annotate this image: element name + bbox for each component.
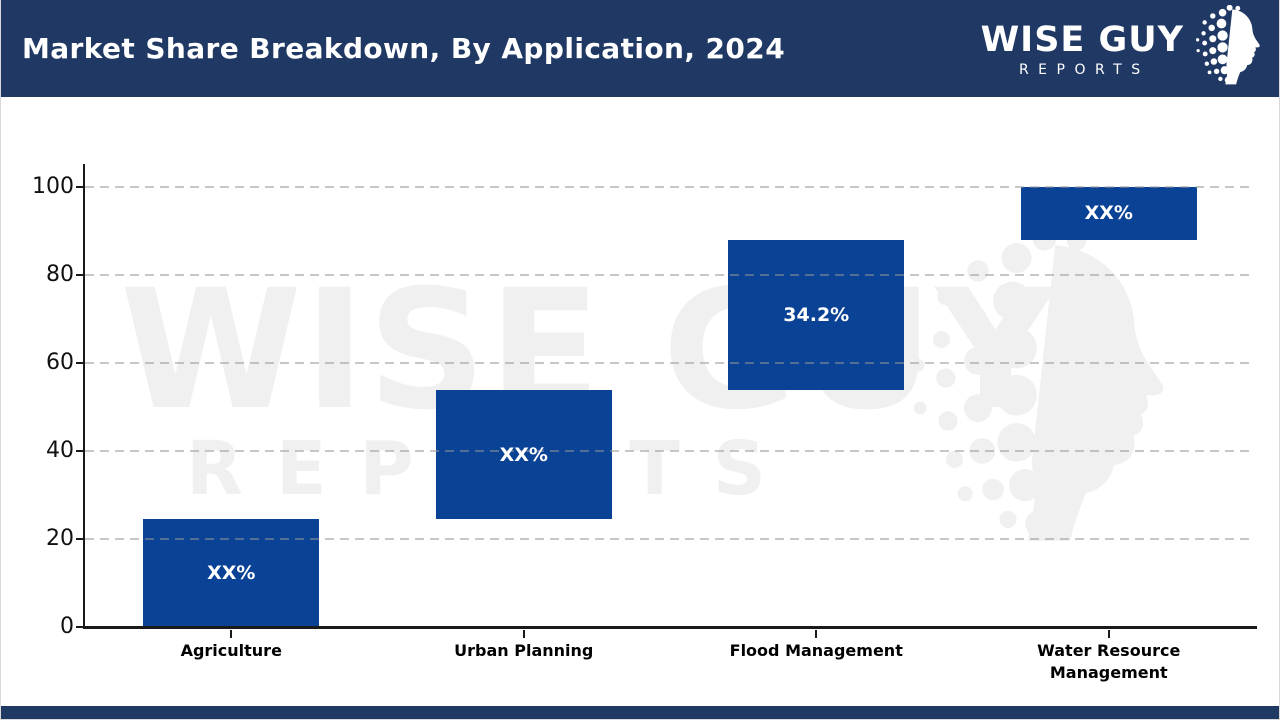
head-dots-icon (1195, 5, 1260, 85)
y-tick-label: 100 (32, 174, 74, 199)
bar-value-label: XX% (1084, 202, 1133, 225)
x-axis-line (83, 626, 1257, 629)
x-tick-mark (1107, 630, 1110, 638)
bar (728, 239, 905, 391)
footer-bar (0, 706, 1280, 720)
bar (143, 519, 320, 627)
y-tick-mark (76, 538, 85, 540)
y-tick-label: 40 (46, 438, 74, 463)
brand-subtitle: REPORTS (1018, 62, 1150, 78)
y-tick-mark (76, 450, 85, 452)
gridline (85, 538, 1255, 540)
chart-title: Market Share Breakdown, By Application, … (22, 32, 786, 65)
x-tick-mark (815, 630, 818, 638)
gridline (85, 274, 1255, 276)
bar-value-label: XX% (207, 562, 256, 585)
bar-value-label: 34.2% (783, 304, 850, 327)
header-bar: Market Share Breakdown, By Application, … (0, 0, 1280, 97)
x-tick-label: Water Resource Management (1037, 641, 1181, 682)
y-tick-label: 20 (46, 526, 74, 551)
y-axis-line (83, 164, 85, 629)
x-tick-mark (230, 630, 233, 638)
y-tick-mark (76, 274, 85, 276)
bar (1020, 187, 1197, 240)
y-tick-label: 60 (46, 350, 74, 375)
gridline (85, 186, 1255, 188)
x-tick-label: Agriculture (180, 641, 282, 660)
gridline (85, 450, 1255, 452)
y-tick-mark (76, 186, 85, 188)
y-tick-mark (76, 626, 85, 628)
gridline (85, 362, 1255, 364)
bar (435, 390, 612, 520)
y-tick-label: 80 (46, 262, 74, 287)
brand-logo: WISE GUY REPORTS (981, 0, 1266, 97)
x-tick-mark (522, 630, 525, 638)
y-tick-mark (76, 362, 85, 364)
watermark-head-dots-icon (911, 228, 1164, 541)
bar-value-label: XX% (499, 443, 548, 466)
x-tick-label: Flood Management (729, 641, 903, 660)
y-tick-label: 0 (60, 614, 74, 639)
brand-name: WISE GUY (980, 20, 1184, 60)
x-tick-label: Urban Planning (454, 641, 594, 660)
